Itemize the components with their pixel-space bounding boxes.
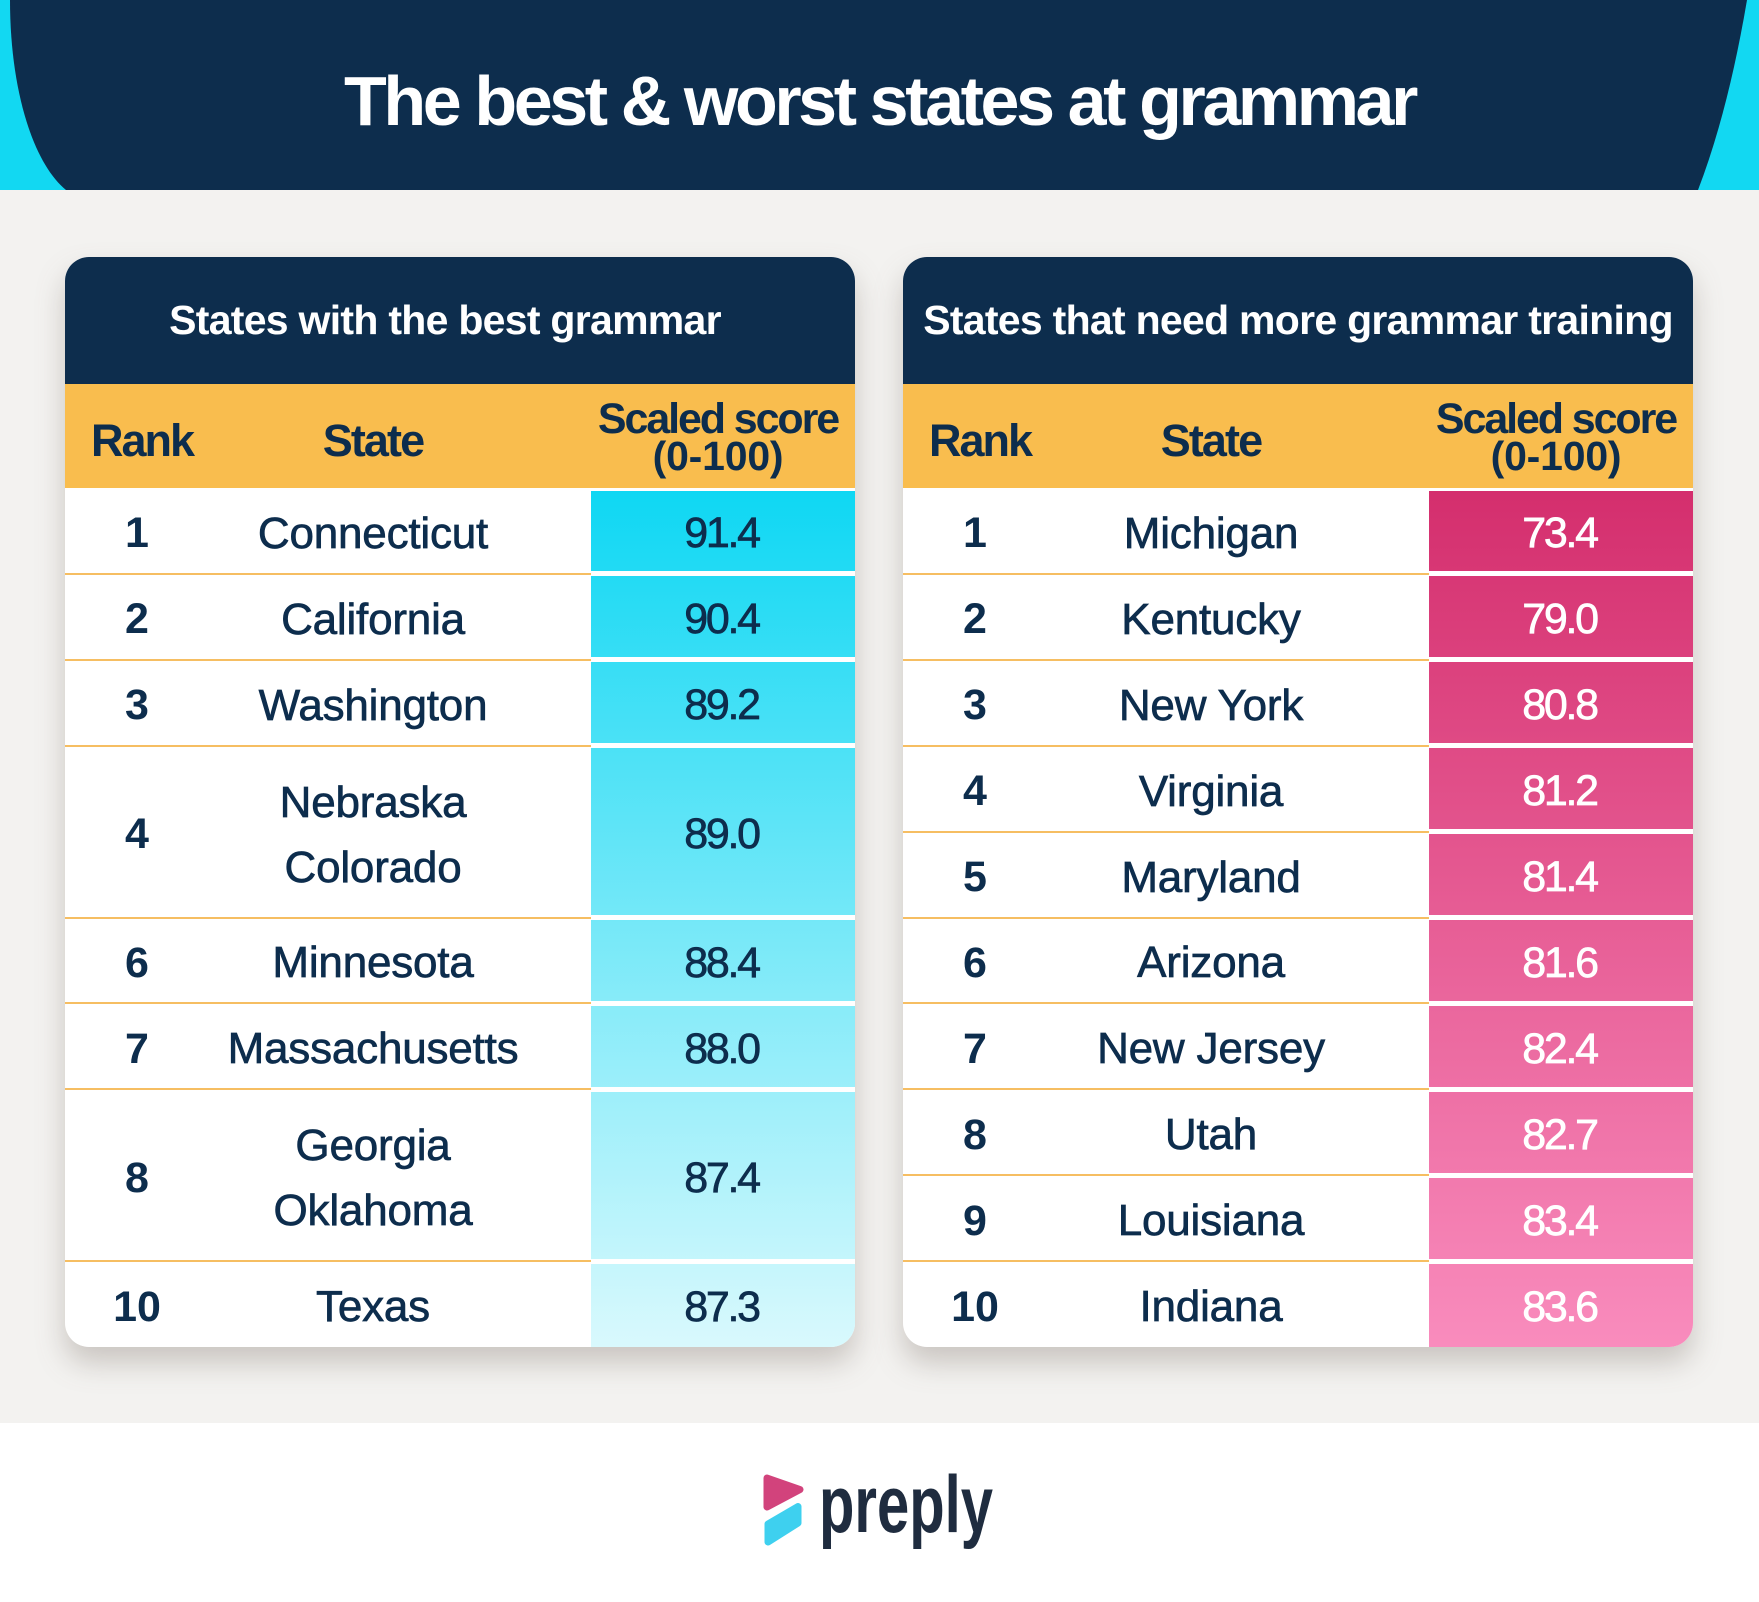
svg-text:preply: preply [819,1460,993,1550]
